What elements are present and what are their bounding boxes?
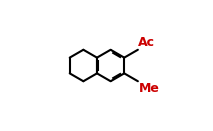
Text: Me: Me: [138, 82, 159, 95]
Text: Ac: Ac: [138, 36, 155, 49]
